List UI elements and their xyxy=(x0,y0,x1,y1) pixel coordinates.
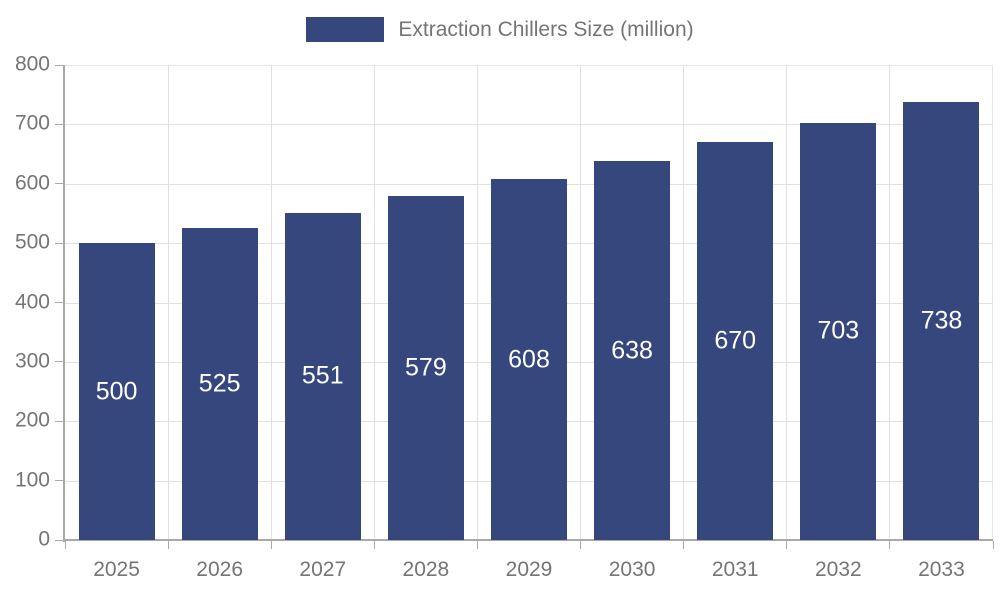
x-gridline xyxy=(786,65,788,540)
x-gridline xyxy=(683,65,685,540)
y-tick-label: 100 xyxy=(14,468,50,492)
y-tick-mark xyxy=(55,361,63,363)
legend-swatch xyxy=(306,17,385,42)
y-tick-label: 700 xyxy=(14,111,50,135)
x-gridline xyxy=(889,65,891,540)
y-tick-label: 400 xyxy=(14,290,50,314)
y-tick-label: 800 xyxy=(14,52,50,76)
x-tick-label: 2030 xyxy=(608,558,656,581)
y-tick-mark xyxy=(55,302,63,303)
bar: 579 xyxy=(387,196,464,540)
x-gridline xyxy=(270,65,272,540)
x-tick-mark xyxy=(889,541,891,549)
y-tick-label: 600 xyxy=(14,171,50,195)
legend: Extraction Chillers Size (million) xyxy=(0,17,1000,42)
plot-border-top xyxy=(65,65,993,66)
bar-value-label: 703 xyxy=(817,316,860,345)
x-tick-mark xyxy=(373,541,375,549)
x-gridline xyxy=(373,65,375,540)
x-tick-label: 2027 xyxy=(299,558,347,581)
plot-area: 500 525 551 579 608 638 670 703 738 0 100 200 300 40… xyxy=(15,53,994,581)
y-tick-label: 500 xyxy=(14,230,50,254)
bar-value-label: 670 xyxy=(714,326,757,355)
y-axis-line xyxy=(63,65,65,542)
x-tick-mark xyxy=(992,541,994,549)
x-tick-mark xyxy=(270,541,272,549)
x-tick-label: 2033 xyxy=(918,558,965,581)
x-gridline xyxy=(476,65,478,540)
bar: 738 xyxy=(903,101,980,540)
y-tick-mark xyxy=(55,480,63,482)
x-tick-label: 2031 xyxy=(711,558,759,581)
x-tick-mark xyxy=(476,541,478,549)
y-tick-mark xyxy=(55,539,63,541)
x-tick-mark xyxy=(786,541,788,549)
x-gridline xyxy=(580,65,582,540)
legend-label: Extraction Chillers Size (million) xyxy=(398,17,694,41)
bar-value-label: 738 xyxy=(920,306,963,335)
bar: 638 xyxy=(594,161,671,540)
bar: 608 xyxy=(491,179,567,540)
y-tick-mark xyxy=(55,123,63,125)
bar-value-label: 551 xyxy=(301,361,344,390)
bar-value-label: 500 xyxy=(95,377,138,406)
y-gridline xyxy=(65,124,993,126)
x-tick-label: 2028 xyxy=(402,558,450,581)
bar: 525 xyxy=(181,228,258,540)
bar-value-label: 608 xyxy=(508,345,550,373)
x-tick-mark xyxy=(683,541,685,549)
bar-value-label: 638 xyxy=(611,336,653,365)
y-tick-mark xyxy=(55,242,63,244)
y-tick-mark xyxy=(55,64,63,66)
x-tick-mark xyxy=(64,541,66,549)
x-tick-label: 2032 xyxy=(814,558,862,581)
x-tick-label: 2026 xyxy=(196,558,244,581)
y-tick-label: 300 xyxy=(14,349,50,373)
x-tick-label: 2029 xyxy=(505,558,553,581)
y-tick-mark xyxy=(55,420,63,422)
bar: 551 xyxy=(284,212,361,540)
x-tick-label: 2025 xyxy=(93,558,140,581)
y-tick-label: 0 xyxy=(38,527,50,551)
bar: 703 xyxy=(800,122,877,540)
bar-value-label: 579 xyxy=(405,353,447,382)
x-gridline xyxy=(167,65,169,540)
x-tick-mark xyxy=(167,541,169,549)
x-tick-mark xyxy=(580,541,582,549)
y-tick-label: 200 xyxy=(14,408,50,432)
x-axis-line xyxy=(63,539,993,541)
bar: 670 xyxy=(697,142,774,540)
bar-value-label: 525 xyxy=(198,369,241,398)
y-tick-mark xyxy=(55,183,63,185)
bar: 500 xyxy=(78,243,155,540)
